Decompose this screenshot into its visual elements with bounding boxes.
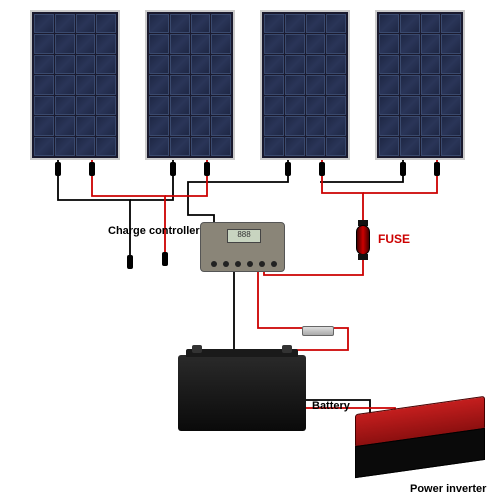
battery-label: Battery <box>312 400 350 412</box>
power-inverter <box>355 396 485 478</box>
mc4-connector <box>162 252 168 266</box>
charge-controller-label: Charge controller <box>108 225 200 237</box>
mc4-connector <box>170 162 176 176</box>
battery <box>178 355 306 431</box>
solar-panel-1 <box>30 10 120 160</box>
mc4-connector <box>319 162 325 176</box>
solar-panel-3 <box>260 10 350 160</box>
fuse-label: FUSE <box>378 232 410 246</box>
controller-display: 888 <box>227 229 261 243</box>
mc4-connector <box>204 162 210 176</box>
solar-panel-4 <box>375 10 465 160</box>
fuse <box>356 225 370 255</box>
solar-system-diagram: 888 Charge controller FUSE Battery Power… <box>0 0 500 500</box>
mc4-connector <box>285 162 291 176</box>
charge-controller: 888 <box>200 222 285 272</box>
mc4-connector <box>400 162 406 176</box>
solar-panel-2 <box>145 10 235 160</box>
mc4-connector <box>55 162 61 176</box>
mc4-connector <box>89 162 95 176</box>
power-inverter-label: Power inverter <box>410 483 486 495</box>
inline-fuse <box>302 326 334 336</box>
mc4-connector <box>434 162 440 176</box>
mc4-connector <box>127 255 133 269</box>
